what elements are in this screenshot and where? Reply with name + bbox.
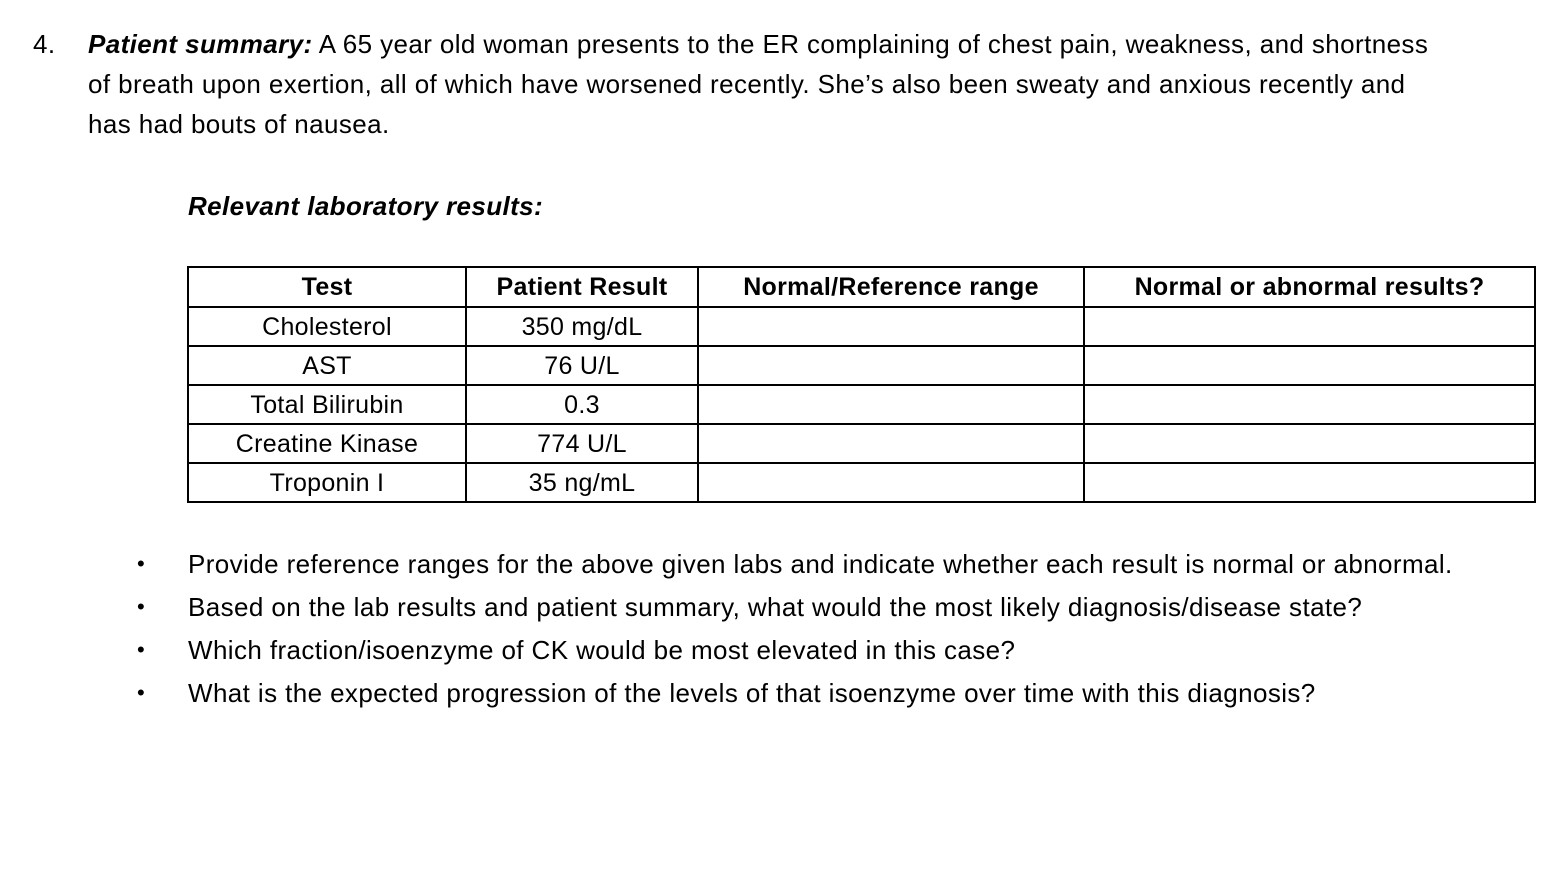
list-item: • What is the expected progression of th… xyxy=(137,673,1509,713)
header-cell-normal-or-abnormal: Normal or abnormal results? xyxy=(1083,266,1536,308)
lab-results-heading: Relevant laboratory results: xyxy=(188,191,544,221)
test-name-cell: Cholesterol xyxy=(187,306,467,347)
patient-summary-paragraph: Patient summary: A 65 year old woman pre… xyxy=(88,24,1433,144)
table-row: Creatine Kinase 774 U/L xyxy=(187,423,1536,464)
normal-abnormal-cell xyxy=(1083,345,1536,386)
reference-range-cell xyxy=(697,423,1085,464)
reference-range-cell xyxy=(697,306,1085,347)
patient-summary-label: Patient summary: xyxy=(88,29,313,59)
test-name-cell: Troponin I xyxy=(187,462,467,503)
test-name-cell: Creatine Kinase xyxy=(187,423,467,464)
question-text: Which fraction/isoenzyme of CK would be … xyxy=(188,635,1016,665)
patient-summary-text: A 65 year old woman presents to the ER c… xyxy=(88,29,1429,139)
question-list: • Provide reference ranges for the above… xyxy=(137,544,1509,716)
patient-result-cell: 774 U/L xyxy=(465,423,699,464)
table-row: AST 76 U/L xyxy=(187,345,1536,386)
reference-range-cell xyxy=(697,345,1085,386)
list-item: • Provide reference ranges for the above… xyxy=(137,544,1509,584)
normal-abnormal-cell xyxy=(1083,423,1536,464)
question-item-4: 4. Patient summary: A 65 year old woman … xyxy=(33,24,1433,144)
bullet-icon: • xyxy=(137,680,146,705)
table-header-row: Test Patient Result Normal/Reference ran… xyxy=(187,266,1536,308)
patient-result-cell: 0.3 xyxy=(465,384,699,425)
normal-abnormal-cell xyxy=(1083,462,1536,503)
list-item: • Which fraction/isoenzyme of CK would b… xyxy=(137,630,1509,670)
bullet-icon: • xyxy=(137,551,146,576)
test-name-cell: Total Bilirubin xyxy=(187,384,467,425)
list-item: • Based on the lab results and patient s… xyxy=(137,587,1509,627)
patient-result-cell: 35 ng/mL xyxy=(465,462,699,503)
header-cell-reference-range: Normal/Reference range xyxy=(697,266,1085,308)
question-text: Based on the lab results and patient sum… xyxy=(188,592,1363,622)
table-row: Troponin I 35 ng/mL xyxy=(187,462,1536,503)
question-number: 4. xyxy=(33,29,56,59)
patient-result-cell: 350 mg/dL xyxy=(465,306,699,347)
table-row: Cholesterol 350 mg/dL xyxy=(187,306,1536,347)
normal-abnormal-cell xyxy=(1083,306,1536,347)
bullet-icon: • xyxy=(137,594,146,619)
header-cell-test: Test xyxy=(187,266,467,308)
bullet-icon: • xyxy=(137,637,146,662)
header-cell-patient-result: Patient Result xyxy=(465,266,699,308)
question-text: Provide reference ranges for the above g… xyxy=(188,549,1453,579)
lab-results-table: Test Patient Result Normal/Reference ran… xyxy=(187,266,1536,503)
reference-range-cell xyxy=(697,462,1085,503)
patient-result-cell: 76 U/L xyxy=(465,345,699,386)
reference-range-cell xyxy=(697,384,1085,425)
table-row: Total Bilirubin 0.3 xyxy=(187,384,1536,425)
test-name-cell: AST xyxy=(187,345,467,386)
question-text: What is the expected progression of the … xyxy=(188,678,1316,708)
normal-abnormal-cell xyxy=(1083,384,1536,425)
